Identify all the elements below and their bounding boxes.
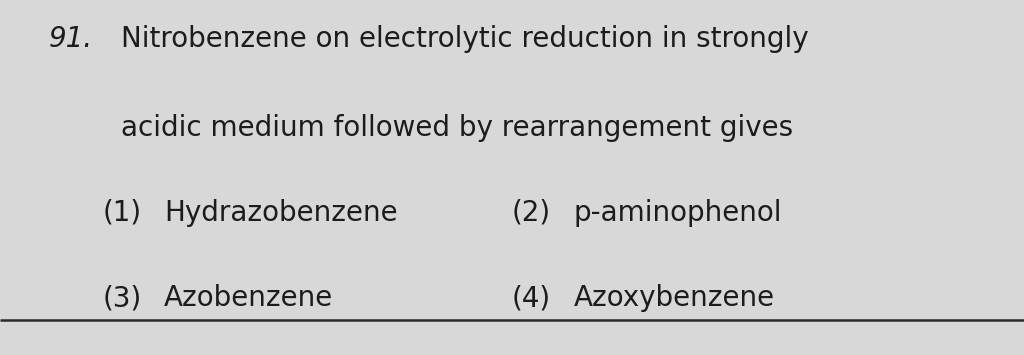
Text: Hydrazobenzene: Hydrazobenzene <box>164 199 397 227</box>
Text: 91.: 91. <box>49 25 93 53</box>
Text: Nitrobenzene on electrolytic reduction in strongly: Nitrobenzene on electrolytic reduction i… <box>121 25 809 53</box>
Text: p-aminophenol: p-aminophenol <box>573 199 782 227</box>
Text: (4): (4) <box>512 284 551 312</box>
Text: Azoxybenzene: Azoxybenzene <box>573 284 774 312</box>
Text: (1): (1) <box>102 199 141 227</box>
Text: acidic medium followed by rearrangement gives: acidic medium followed by rearrangement … <box>121 114 793 142</box>
Text: (2): (2) <box>512 199 551 227</box>
Text: Azobenzene: Azobenzene <box>164 284 333 312</box>
Text: (3): (3) <box>102 284 141 312</box>
